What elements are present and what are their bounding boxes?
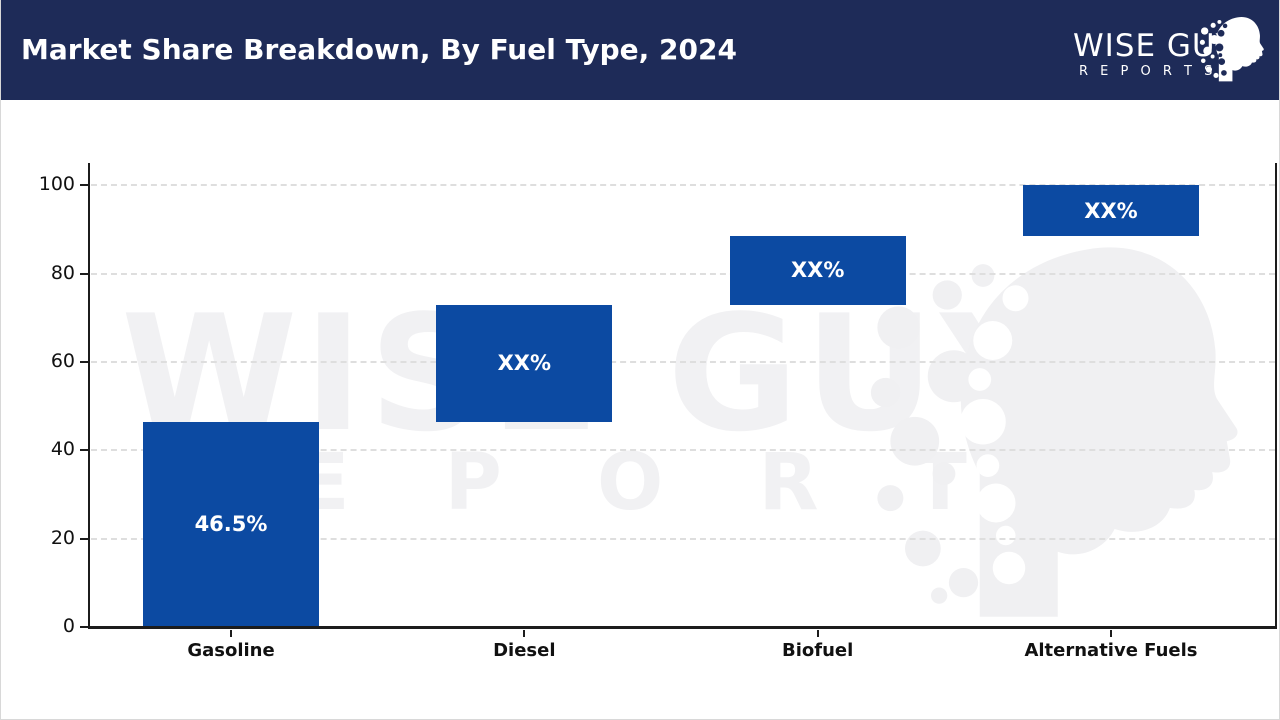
bar-value-label: XX%	[497, 351, 552, 376]
y-tick-label: 40	[50, 438, 75, 461]
x-tick-mark	[816, 630, 819, 637]
x-tick-mark	[1109, 630, 1112, 637]
bar-gasoline: 46.5%	[143, 421, 319, 627]
y-tick-label: 0	[62, 615, 75, 637]
x-tick-label-gasoline: Gasoline	[187, 640, 275, 661]
x-tick-mark	[523, 630, 526, 637]
wiseguy-logo: WISE GUY R E P O R T S	[1017, 6, 1267, 94]
bar-alternative-fuels: XX%	[1022, 185, 1199, 237]
gridline-y40	[91, 449, 1275, 452]
bar-value-label: XX%	[790, 258, 845, 283]
bar-biofuel: XX%	[729, 236, 906, 305]
y-axis-spine	[88, 163, 90, 628]
logo-wordmark: WISE GUY	[1073, 28, 1236, 64]
y-tick-label: 80	[50, 261, 75, 284]
gridline-y60	[91, 360, 1275, 363]
y-tick-mark	[80, 184, 89, 187]
bar-diesel: XX%	[436, 304, 613, 422]
bar-value-label: 46.5%	[194, 512, 268, 537]
watermark-head-icon	[869, 247, 1238, 617]
y-tick-mark	[80, 360, 89, 363]
gridline-y20	[91, 537, 1275, 540]
y-tick-mark	[80, 449, 89, 452]
y-tick-label: 20	[50, 526, 75, 549]
gridline-y100	[91, 184, 1275, 187]
x-tick-mark	[230, 630, 232, 637]
page-title: Market Share Breakdown, By Fuel Type, 20…	[21, 33, 737, 66]
y-tick-label: 60	[50, 349, 75, 372]
y-tick-label: 100	[38, 173, 75, 196]
wiseguy-head-icon	[1199, 17, 1264, 82]
x-tick-label-diesel: Diesel	[493, 640, 556, 661]
bar-value-label: XX%	[1084, 198, 1138, 223]
x-axis-spine	[88, 626, 1277, 629]
x-tick-label-biofuel: Biofuel	[782, 640, 854, 661]
y-tick-mark	[80, 537, 89, 540]
gridline-y80	[91, 272, 1275, 275]
y-tick-mark	[80, 626, 89, 628]
x-tick-label-alternative-fuels: Alternative Fuels	[1024, 640, 1198, 661]
logo-tagline: R E P O R T S	[1079, 64, 1217, 79]
y-tick-mark	[80, 272, 89, 275]
header-bar: Market Share Breakdown, By Fuel Type, 20…	[1, 0, 1279, 100]
right-spine	[1275, 163, 1277, 628]
